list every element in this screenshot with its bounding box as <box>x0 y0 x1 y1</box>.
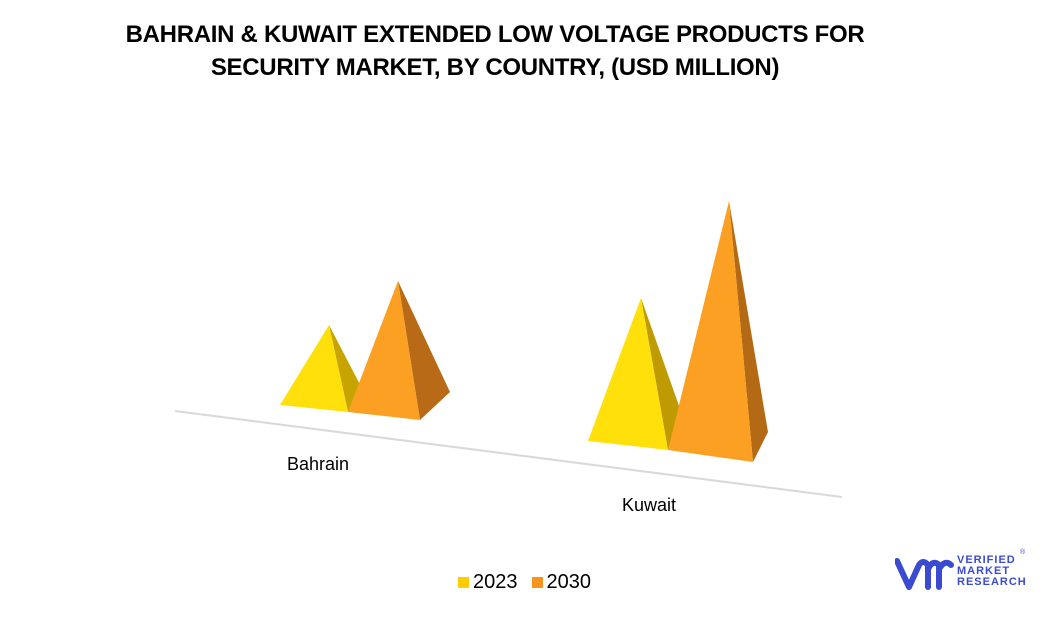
logo-text-research: RESEARCH <box>957 576 1027 588</box>
legend-item-2023[interactable]: 2023 <box>458 571 518 594</box>
legend: 2023 2030 <box>458 571 605 594</box>
chart-title-line-1: BAHRAIN & KUWAIT EXTENDED LOW VOLTAGE PR… <box>125 21 865 48</box>
legend-item-2030[interactable]: 2030 <box>531 571 592 594</box>
legend-label-2023: 2023 <box>473 571 518 593</box>
category-axis-line <box>174 410 843 498</box>
chart-title-line-2: SECURITY MARKET, BY COUNTRY, (USD MILLIO… <box>210 54 780 81</box>
legend-swatch-2023 <box>458 577 469 588</box>
pyramid-bahrain-2030 <box>348 281 450 420</box>
pyramid-kuwait-2023 <box>588 298 684 450</box>
pyramid-kuwait-2030 <box>668 201 768 462</box>
vmr-logo-icon <box>895 558 954 590</box>
chart-title: BAHRAIN & KUWAIT EXTENDED LOW VOLTAGE PR… <box>0 18 990 84</box>
registered-mark: ® <box>1020 549 1026 556</box>
legend-label-2030: 2030 <box>546 571 592 593</box>
verified-market-research-logo: VERIFIED MARKET RESEARCH ® <box>895 549 1035 599</box>
category-label-bahrain: Bahrain <box>287 454 350 474</box>
legend-swatch-2030 <box>531 577 543 588</box>
logo-text: VERIFIED MARKET RESEARCH <box>957 555 1027 588</box>
logo-text-market: MARKET <box>957 565 1011 577</box>
category-label-kuwait: Kuwait <box>622 495 677 515</box>
logo-text-verified: VERIFIED <box>957 554 1016 566</box>
